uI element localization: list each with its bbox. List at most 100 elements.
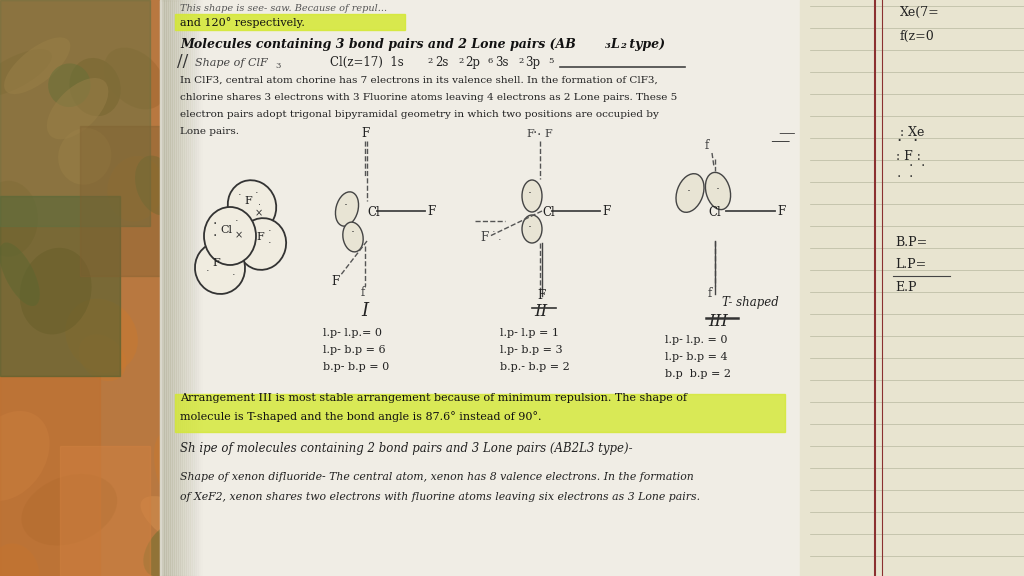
- Text: 2: 2: [620, 42, 626, 50]
- Text: l.p- l.p.= 0: l.p- l.p.= 0: [323, 328, 382, 338]
- Text: l.p- b.p = 3: l.p- b.p = 3: [500, 345, 562, 355]
- Text: l.p- b.p = 4: l.p- b.p = 4: [665, 352, 728, 362]
- Ellipse shape: [47, 78, 109, 139]
- Text: ·: ·: [232, 270, 236, 280]
- Ellipse shape: [0, 49, 52, 97]
- Text: ·: ·: [258, 200, 261, 210]
- Text: Cl: Cl: [542, 206, 555, 219]
- Ellipse shape: [0, 242, 40, 306]
- Text: 2: 2: [427, 57, 432, 65]
- Text: l.p- l.p. = 0: l.p- l.p. = 0: [665, 335, 727, 345]
- Ellipse shape: [19, 248, 92, 335]
- Text: type): type): [625, 38, 665, 51]
- Ellipse shape: [22, 474, 117, 545]
- Bar: [800, 0, 1024, 576]
- Text: 3: 3: [275, 62, 281, 70]
- Text: Molecules containing 3 bond pairs and 2 Lone pairs (AB: Molecules containing 3 bond pairs and 2 …: [180, 38, 575, 51]
- Text: 6: 6: [488, 57, 494, 65]
- Text: ·: ·: [908, 170, 912, 184]
- Text: ·: ·: [687, 185, 691, 198]
- Text: F: F: [526, 129, 534, 139]
- Text: L.P=: L.P=: [895, 258, 927, 271]
- Ellipse shape: [195, 242, 245, 294]
- Text: —: —: [770, 132, 790, 150]
- Bar: [0, 376, 100, 576]
- Text: 2: 2: [518, 57, 523, 65]
- Text: ·: ·: [344, 199, 348, 212]
- Bar: [172, 0, 176, 576]
- Text: F: F: [544, 129, 552, 139]
- Text: E.P: E.P: [895, 281, 916, 294]
- Text: ·: ·: [537, 128, 542, 142]
- Text: L: L: [610, 38, 618, 51]
- Bar: [162, 0, 166, 576]
- Text: ·: ·: [212, 217, 216, 231]
- Text: f: f: [708, 287, 713, 300]
- Text: F: F: [256, 232, 264, 242]
- Text: 5: 5: [548, 57, 553, 65]
- Text: f: f: [705, 139, 710, 152]
- Text: b.p.- b.p = 2: b.p.- b.p = 2: [500, 362, 569, 372]
- Bar: [194, 0, 198, 576]
- Bar: [174, 0, 178, 576]
- Text: l.p- b.p = 6: l.p- b.p = 6: [323, 345, 386, 355]
- Text: Cl(z=17)  1s: Cl(z=17) 1s: [330, 56, 403, 69]
- Text: F: F: [212, 258, 220, 268]
- Ellipse shape: [238, 218, 286, 270]
- Text: ·: ·: [351, 226, 355, 239]
- Text: ·: ·: [238, 190, 242, 200]
- Text: chlorine shares 3 electrons with 3 Fluorine atoms leaving 4 electrons as 2 Lone : chlorine shares 3 electrons with 3 Fluor…: [180, 93, 677, 102]
- Text: ·: ·: [268, 238, 271, 248]
- Bar: [168, 0, 172, 576]
- Bar: [184, 0, 188, 576]
- Bar: [80, 126, 190, 276]
- Text: F: F: [331, 275, 339, 288]
- Ellipse shape: [135, 156, 179, 215]
- Text: —: —: [778, 125, 795, 142]
- Text: ·: ·: [896, 170, 900, 184]
- Bar: [186, 0, 190, 576]
- Text: 2p: 2p: [465, 56, 480, 69]
- Text: ·: ·: [534, 126, 538, 140]
- Text: F: F: [361, 127, 370, 140]
- Text: Xe(7=: Xe(7=: [900, 6, 940, 19]
- Text: F: F: [602, 205, 610, 218]
- Text: B.P=: B.P=: [895, 236, 928, 249]
- Ellipse shape: [66, 299, 138, 373]
- Bar: [0, 0, 150, 226]
- Ellipse shape: [227, 180, 276, 232]
- Text: II: II: [534, 303, 547, 320]
- Text: Shape of xenon difluoride- The central atom, xenon has 8 valence electrons. In t: Shape of xenon difluoride- The central a…: [180, 472, 693, 482]
- Ellipse shape: [154, 433, 189, 506]
- Bar: [182, 0, 186, 576]
- Text: ·: ·: [896, 132, 901, 150]
- Text: This shape is see- saw. Because of repul...: This shape is see- saw. Because of repul…: [180, 4, 387, 13]
- Bar: [176, 0, 180, 576]
- Ellipse shape: [522, 180, 542, 212]
- Text: F: F: [427, 205, 435, 218]
- Ellipse shape: [108, 156, 164, 222]
- Text: ·: ·: [234, 216, 239, 226]
- Text: 3p: 3p: [525, 56, 540, 69]
- Text: I: I: [361, 302, 368, 320]
- Text: ×: ×: [234, 230, 243, 240]
- Bar: [160, 0, 800, 576]
- Bar: [188, 0, 193, 576]
- Text: f(z=0: f(z=0: [900, 30, 935, 43]
- Bar: [193, 0, 196, 576]
- Bar: [164, 0, 168, 576]
- Text: b.p  b.p = 2: b.p b.p = 2: [665, 369, 731, 379]
- Bar: [160, 0, 164, 576]
- Ellipse shape: [79, 334, 126, 381]
- Text: F: F: [537, 289, 545, 302]
- Text: Lone pairs.: Lone pairs.: [180, 127, 239, 136]
- Text: Cl: Cl: [220, 225, 232, 235]
- Text: ·: ·: [528, 187, 532, 200]
- Bar: [166, 0, 170, 576]
- Text: Sh ipe of molecules containing 2 bond pairs and 3 Lone pairs (AB2L3 type)-: Sh ipe of molecules containing 2 bond pa…: [180, 442, 633, 455]
- Ellipse shape: [676, 174, 705, 213]
- Text: ·: ·: [268, 226, 271, 236]
- Text: F: F: [777, 205, 785, 218]
- Text: ·: ·: [255, 188, 259, 198]
- Text: ·: ·: [206, 266, 210, 276]
